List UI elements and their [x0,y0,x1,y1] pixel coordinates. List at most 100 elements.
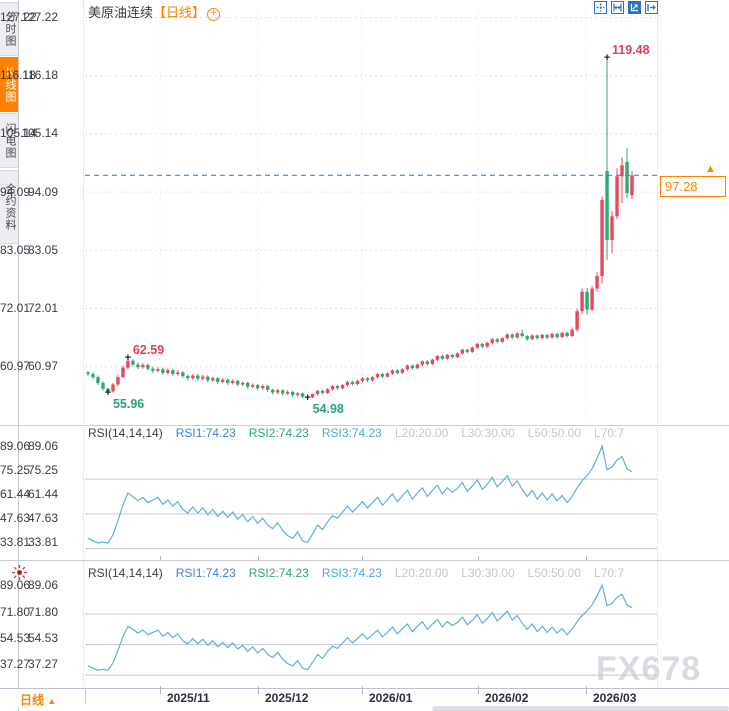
extreme-marker: + [304,391,311,404]
rsi1-value: RSI1:74.23 [175,567,236,580]
extreme-marker: + [124,351,132,364]
rsi-axis-label-left: 37.27 [27,656,58,671]
rsi-axis-label-right: 37.27 [0,656,31,671]
page-forward-tool-icon[interactable] [645,1,658,14]
rsi-l70: L70:7 [594,567,625,580]
rsi-axis-label-right: 89.06 [0,577,31,592]
chart-toolbar [594,1,658,14]
panel-divider [0,560,729,561]
rsi-panel1-header: RSI(14,14,14) RSI1:74.23 RSI2:74.23 RSI3:74… [88,427,644,440]
chart-title: 美原油连续【日线】 + [88,2,221,21]
rsi-axis-label-right: 75.25 [0,462,31,477]
sidebar-tab-time-chart[interactable]: 分时图 [0,2,18,56]
crosshair-tool-icon[interactable] [594,1,607,14]
date-axis-label: 2025/11 [167,691,210,705]
date-tick [160,688,161,694]
rsi3-value: RSI3:74.23 [321,567,382,580]
datebar-divider [85,688,86,703]
date-tick [258,688,259,694]
date-axis-label: 2026/03 [593,691,637,705]
date-axis-label: 2025/12 [265,691,309,705]
rsi-axis-label-left: 75.25 [27,462,58,477]
price-axis-label-right: 60.97 [0,359,31,374]
add-overlay-icon[interactable]: + [207,8,221,21]
price-annotation: 119.48 [612,43,650,58]
rsi-name[interactable]: RSI(14,14,14) [88,567,163,580]
rsi-axis-label-right: 54.53 [0,630,31,645]
price-axis-label-left: 72.01 [27,301,58,316]
price-annotation: 55.96 [112,397,145,412]
rsi-panel2-header: RSI(14,14,14) RSI1:74.23 RSI2:74.23 RSI3:74… [88,567,644,580]
rsi-axis-label-right: 61.44 [0,486,31,501]
month-tick [160,556,161,560]
month-tick [258,556,259,560]
last-price-tag[interactable]: 97.28 [660,176,726,197]
month-tick [478,556,479,560]
left-axis-separator [83,0,84,688]
sidebar: 分时图 K线图 闪电图 合约资料 [0,0,19,711]
price-annotation: 62.59 [132,343,165,358]
rsi1-value: RSI1:74.23 [175,427,236,440]
rsi3-value: RSI3:74.23 [321,427,382,440]
right-axis-separator [657,0,658,688]
rsi-l30: L30:30.00 [461,427,515,440]
horizontal-scrollbar-thumb[interactable] [432,706,729,711]
sidebar-tab-lightning-chart[interactable]: 闪电图 [0,113,18,168]
date-tick [362,688,363,694]
extreme-marker: + [104,386,112,399]
rsi2-value: RSI2:74.23 [248,567,309,580]
period-selector[interactable]: 日线 ▲ [20,693,57,707]
rsi-axis-label-right: 89.06 [0,438,31,453]
rsi-name[interactable]: RSI(14,14,14) [88,427,163,440]
rsi-axis-label-right: 33.81 [0,534,31,549]
date-axis-bar [0,688,729,707]
sun-indicator-icon[interactable] [11,564,28,581]
price-up-arrow-icon: ▲ [705,163,716,175]
price-annotation: 54.98 [312,402,344,417]
rsi2-value: RSI2:74.23 [248,427,309,440]
rsi-l30: L30:30.00 [461,567,515,580]
sidebar-tab-contract-info[interactable]: 合约资料 [0,170,18,244]
price-axis-label-left: 127.22 [21,10,58,24]
month-tick [586,556,587,560]
rsi-axis-label-left: 47.63 [27,510,58,525]
price-axis-label-right: 83.05 [0,242,31,257]
price-axis-label-left: 83.05 [27,242,58,257]
price-axis-label-left: 60.97 [27,359,58,374]
price-axis-label-left: 105.14 [21,126,58,141]
rsi-l20: L20:20.00 [394,567,449,580]
rsi-axis-label-left: 89.06 [27,438,58,453]
date-tick [586,688,587,694]
rsi-axis-label-left: 33.81 [27,534,58,549]
period-tag[interactable]: 【日线】 [153,5,206,20]
price-axis-label-right: 72.01 [0,301,31,316]
sidebar-tab-kline-chart[interactable]: K线图 [0,57,18,112]
date-axis-label: 2026/01 [369,691,413,705]
panel-divider [0,425,729,426]
watermark: FX678 [596,650,702,688]
fit-range-tool-icon[interactable] [611,1,624,14]
symbol-name: 美原油连续 [88,5,154,20]
price-axis-label-right: 94.09 [0,184,31,199]
rsi-axis-label-right: 47.63 [0,510,31,525]
extreme-marker: + [603,51,611,64]
date-tick [478,688,479,694]
price-axis-label-right: 127.22 [0,10,37,24]
price-axis-label-right: 116.18 [0,68,36,83]
price-axis-label-left: 116.18 [22,68,58,83]
caret-up-icon: ▲ [47,696,57,706]
rsi-l50: L50:50.00 [527,427,582,440]
rsi-axis-label-left: 61.44 [27,486,58,501]
axis-scale-tool-icon[interactable] [628,1,641,14]
rsi-axis-label-left: 89.06 [27,577,58,592]
month-tick [362,556,363,560]
rsi-axis-label-left: 71.80 [27,604,58,619]
rsi-axis-label-left: 54.53 [27,630,58,645]
price-axis-label-right: 105.14 [0,126,37,141]
price-axis-label-left: 94.09 [27,184,58,199]
rsi-l50: L50:50.00 [527,567,582,580]
rsi-l20: L20:20.00 [394,427,449,440]
date-axis-label: 2026/02 [485,691,529,705]
